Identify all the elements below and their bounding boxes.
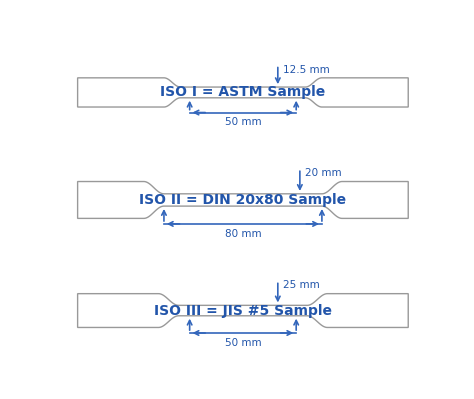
Text: ISO II = DIN 20x80 Sample: ISO II = DIN 20x80 Sample: [139, 193, 346, 207]
Text: 50 mm: 50 mm: [225, 338, 261, 348]
Polygon shape: [78, 182, 408, 218]
Text: 12.5 mm: 12.5 mm: [283, 65, 329, 75]
Text: 80 mm: 80 mm: [225, 229, 261, 239]
Text: ISO I = ASTM Sample: ISO I = ASTM Sample: [160, 85, 326, 99]
Text: ISO III = JIS #5 Sample: ISO III = JIS #5 Sample: [154, 304, 332, 318]
Text: 50 mm: 50 mm: [225, 117, 261, 127]
Polygon shape: [78, 78, 408, 107]
Text: 25 mm: 25 mm: [283, 280, 319, 290]
Polygon shape: [78, 294, 408, 328]
Text: 20 mm: 20 mm: [305, 168, 341, 178]
